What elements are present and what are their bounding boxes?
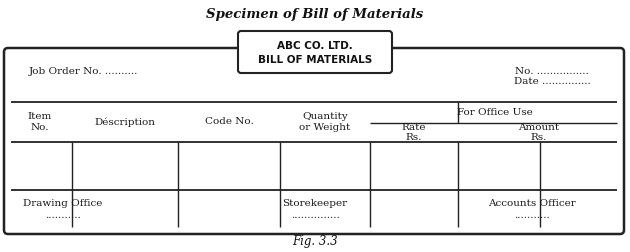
FancyBboxPatch shape [4,48,624,234]
Text: Item
No.: Item No. [28,112,52,132]
Text: Quantity
or Weight: Quantity or Weight [299,112,351,132]
FancyBboxPatch shape [238,31,392,73]
Text: Code No.: Code No. [205,117,253,127]
Text: Job Order No. ..........: Job Order No. .......... [28,68,138,77]
Text: Storekeeper: Storekeeper [282,200,348,208]
Text: Drawing Office: Drawing Office [23,200,103,208]
Text: ABC CO. LTD.: ABC CO. LTD. [277,41,353,51]
Text: For Office Use: For Office Use [457,108,533,117]
Text: Fig. 3.3: Fig. 3.3 [292,236,338,248]
Text: ...........: ........... [45,211,81,220]
Text: Date ...............: Date ............... [513,78,590,86]
Text: Rate
Rs.: Rate Rs. [402,123,427,142]
Text: ...............: ............... [290,211,340,220]
Text: ...........: ........... [514,211,550,220]
Text: Accounts Officer: Accounts Officer [488,200,576,208]
Text: Amount
Rs.: Amount Rs. [518,123,559,142]
Text: Déscription: Déscription [94,117,156,127]
Text: BILL OF MATERIALS: BILL OF MATERIALS [258,55,372,65]
Text: Specimen of Bill of Materials: Specimen of Bill of Materials [207,8,423,21]
Text: No. ................: No. ................ [515,67,589,76]
